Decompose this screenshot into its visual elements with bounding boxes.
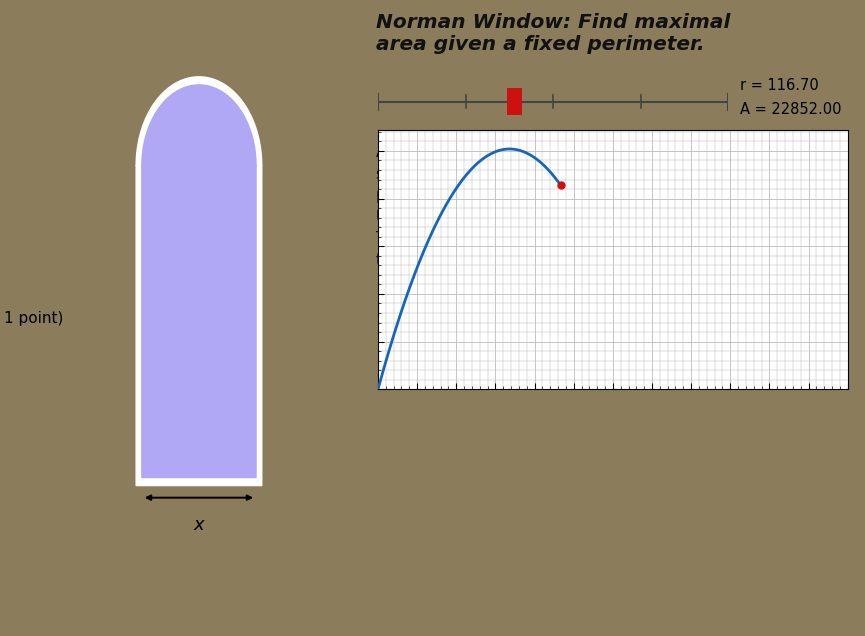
- Text: A = 22852.00: A = 22852.00: [740, 102, 841, 117]
- Text: x: x: [194, 516, 204, 534]
- Text: Norman Window: Find maximal
area given a fixed perimeter.: Norman Window: Find maximal area given a…: [376, 13, 731, 55]
- Bar: [507, 88, 522, 115]
- Text: A Norman window has the shape of a rectangle
surmounted by a semicircle. Suppose: A Norman window has the shape of a recta…: [376, 145, 733, 268]
- Text: 1 point): 1 point): [4, 310, 64, 326]
- Text: r = 116.70: r = 116.70: [740, 78, 818, 93]
- Polygon shape: [142, 85, 256, 478]
- Polygon shape: [136, 77, 262, 485]
